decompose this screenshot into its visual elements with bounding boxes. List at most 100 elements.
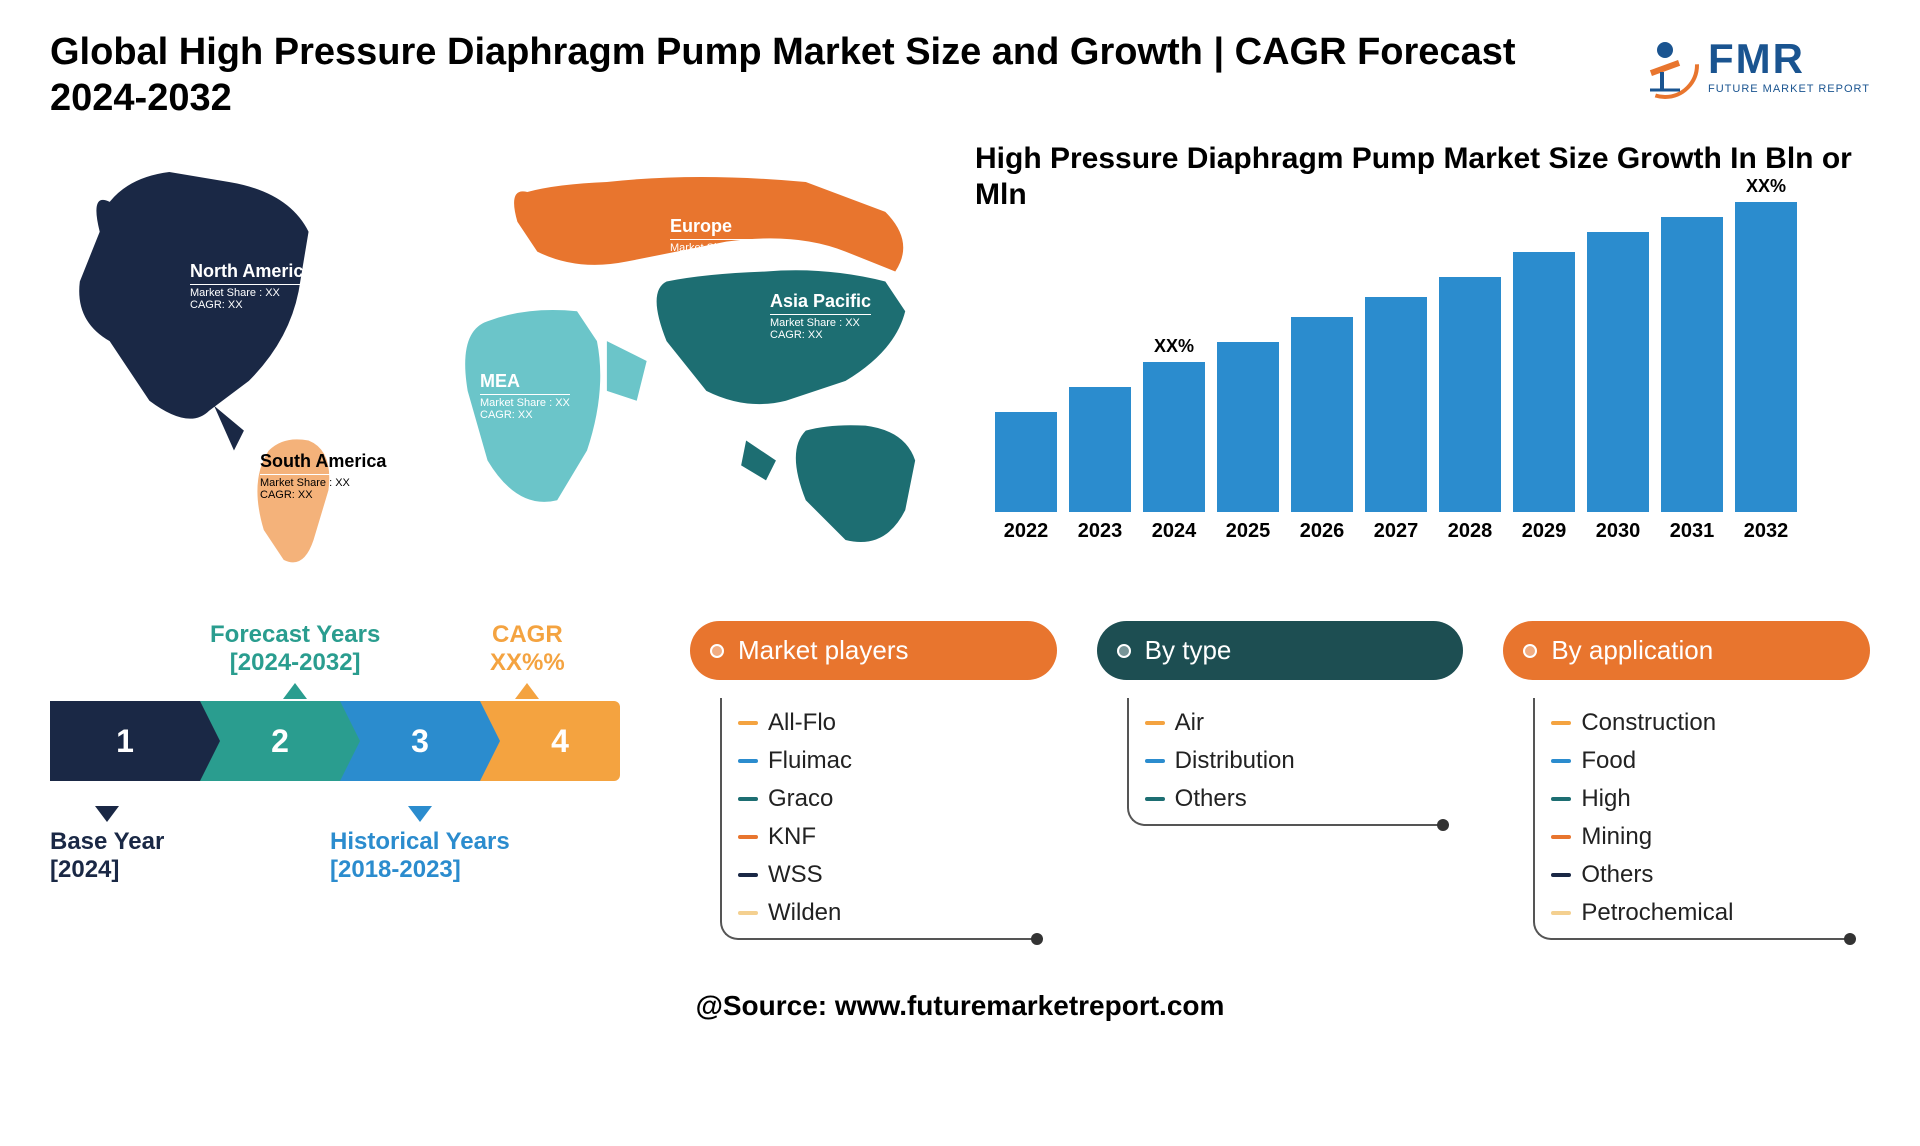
bar-column: 2029 (1513, 226, 1575, 543)
list-item: Construction (1551, 704, 1850, 742)
list-item-text: Construction (1581, 709, 1716, 737)
arrow-up-icon (283, 683, 307, 699)
bar-column: XX% 2032 (1735, 176, 1797, 543)
pill-list: Construction Food High Mining Others Petroche… (1533, 698, 1850, 940)
bar-year-label: 2024 (1152, 520, 1197, 543)
list-item: High (1551, 780, 1850, 818)
pill-header: By application (1503, 621, 1870, 680)
arrow-down-icon (95, 806, 119, 822)
dash-icon (738, 759, 758, 763)
list-item-text: Others (1175, 785, 1247, 813)
bar-chart: High Pressure Diaphragm Pump Market Size… (975, 141, 1870, 581)
circle-icon (1523, 644, 1537, 658)
list-item-text: WSS (768, 861, 823, 889)
bar-top-label: XX% (1154, 336, 1194, 358)
pill-header: Market players (690, 621, 1057, 680)
bar (1143, 362, 1205, 512)
bar-year-label: 2030 (1596, 520, 1641, 543)
world-map: North AmericaMarket Share : XXCAGR: XXSo… (50, 141, 945, 581)
bar-year-label: 2032 (1744, 520, 1789, 543)
logo: FMR FUTURE MARKET REPORT (1630, 30, 1870, 100)
list-item: KNF (738, 818, 1037, 856)
bar-column: XX% 2024 (1143, 336, 1205, 543)
bar-year-label: 2031 (1670, 520, 1715, 543)
list-item-text: High (1581, 785, 1630, 813)
dash-icon (1551, 873, 1571, 877)
list-item: All-Flo (738, 704, 1037, 742)
dash-icon (738, 873, 758, 877)
cagr-label: CAGRXX%% (490, 621, 565, 699)
list-item-text: All-Flo (768, 709, 836, 737)
list-item-text: Others (1581, 861, 1653, 889)
bar-column: 2023 (1069, 361, 1131, 543)
list-item: Food (1551, 742, 1850, 780)
bar-column: 2028 (1439, 251, 1501, 543)
list-item: Graco (738, 780, 1037, 818)
source-text: @Source: www.futuremarketreport.com (50, 990, 1870, 1022)
list-item-text: Fluimac (768, 747, 852, 775)
bar (1735, 202, 1797, 512)
bar-column: 2026 (1291, 291, 1353, 543)
list-item-text: Petrochemical (1581, 899, 1733, 927)
bar (1069, 387, 1131, 512)
timeline-box: 3 (340, 701, 480, 781)
logo-text: FMR (1708, 35, 1870, 83)
list-item: Air (1145, 704, 1444, 742)
pill-header: By type (1097, 621, 1464, 680)
list-item-text: Mining (1581, 823, 1652, 851)
bar (1291, 317, 1353, 512)
bar-year-label: 2025 (1226, 520, 1271, 543)
circle-icon (1117, 644, 1131, 658)
bar-column: 2030 (1587, 206, 1649, 543)
dash-icon (1145, 797, 1165, 801)
arrow-down-icon (408, 806, 432, 822)
historical-label: Historical Years[2018-2023] (330, 806, 510, 884)
timeline-box: 2 (200, 701, 340, 781)
bar-column: 2022 (995, 386, 1057, 543)
bar-year-label: 2028 (1448, 520, 1493, 543)
base-year-label: Base Year[2024] (50, 806, 164, 884)
list-item: Distribution (1145, 742, 1444, 780)
list-item: Fluimac (738, 742, 1037, 780)
bar-year-label: 2026 (1300, 520, 1345, 543)
bar (1661, 217, 1723, 512)
circle-icon (710, 644, 724, 658)
by-application-block: By application Construction Food High Mining… (1503, 621, 1870, 940)
bar (1217, 342, 1279, 512)
bar (995, 412, 1057, 512)
dash-icon (1145, 721, 1165, 725)
pill-header-text: By type (1145, 635, 1232, 666)
list-item-text: Graco (768, 785, 833, 813)
list-item: Petrochemical (1551, 894, 1850, 932)
region-label: Asia PacificMarket Share : XXCAGR: XX (770, 291, 871, 341)
bar-top-label: XX% (1746, 176, 1786, 198)
region-label: EuropeMarket Share : XXCAGR: XX (670, 216, 760, 266)
dash-icon (1551, 759, 1571, 763)
dash-icon (1551, 721, 1571, 725)
timeline-box: 1 (50, 701, 200, 781)
bar (1513, 252, 1575, 512)
page-title: Global High Pressure Diaphragm Pump Mark… (50, 30, 1600, 121)
bar (1439, 277, 1501, 512)
bar-column: 2027 (1365, 271, 1427, 543)
dash-icon (738, 911, 758, 915)
list-item: Wilden (738, 894, 1037, 932)
list-item: Mining (1551, 818, 1850, 856)
dash-icon (738, 835, 758, 839)
forecast-label: Forecast Years[2024-2032] (210, 621, 380, 699)
bar (1587, 232, 1649, 512)
dash-icon (1145, 759, 1165, 763)
list-item: Others (1551, 856, 1850, 894)
region-label: South AmericaMarket Share : XXCAGR: XX (260, 451, 386, 501)
region-label: MEAMarket Share : XXCAGR: XX (480, 371, 570, 421)
pill-header-text: Market players (738, 635, 909, 666)
dash-icon (1551, 835, 1571, 839)
by-type-block: By type Air Distribution Others (1097, 621, 1464, 940)
pill-list: All-Flo Fluimac Graco KNF WSS Wilden (720, 698, 1037, 940)
list-item-text: KNF (768, 823, 816, 851)
list-item-text: Air (1175, 709, 1204, 737)
list-item-text: Wilden (768, 899, 841, 927)
list-item: Others (1145, 780, 1444, 818)
timeline: Forecast Years[2024-2032] CAGRXX%% 1234 … (50, 621, 650, 940)
pill-list: Air Distribution Others (1127, 698, 1444, 826)
